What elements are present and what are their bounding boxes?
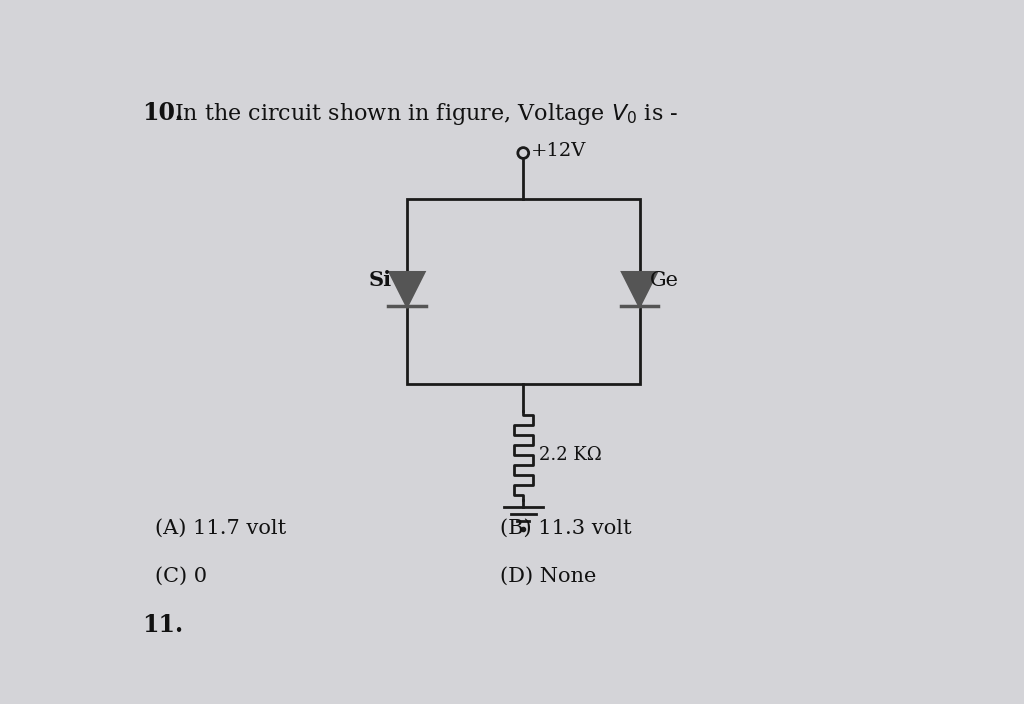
- Text: 10.: 10.: [142, 101, 183, 125]
- Polygon shape: [623, 272, 656, 306]
- Polygon shape: [390, 272, 424, 306]
- Text: 2.2 KΩ: 2.2 KΩ: [539, 446, 601, 464]
- Text: (C) 0: (C) 0: [155, 567, 207, 586]
- Text: In the circuit shown in figure, Voltage $V_0$ is -: In the circuit shown in figure, Voltage …: [174, 101, 679, 127]
- Text: (A) 11.7 volt: (A) 11.7 volt: [155, 519, 287, 538]
- Text: (B) 11.3 volt: (B) 11.3 volt: [500, 519, 632, 538]
- Text: +12V: +12V: [531, 142, 587, 161]
- Text: 11.: 11.: [142, 612, 183, 636]
- Text: (D) None: (D) None: [500, 567, 596, 586]
- Text: Si: Si: [369, 270, 391, 290]
- Text: Ge: Ge: [650, 270, 679, 289]
